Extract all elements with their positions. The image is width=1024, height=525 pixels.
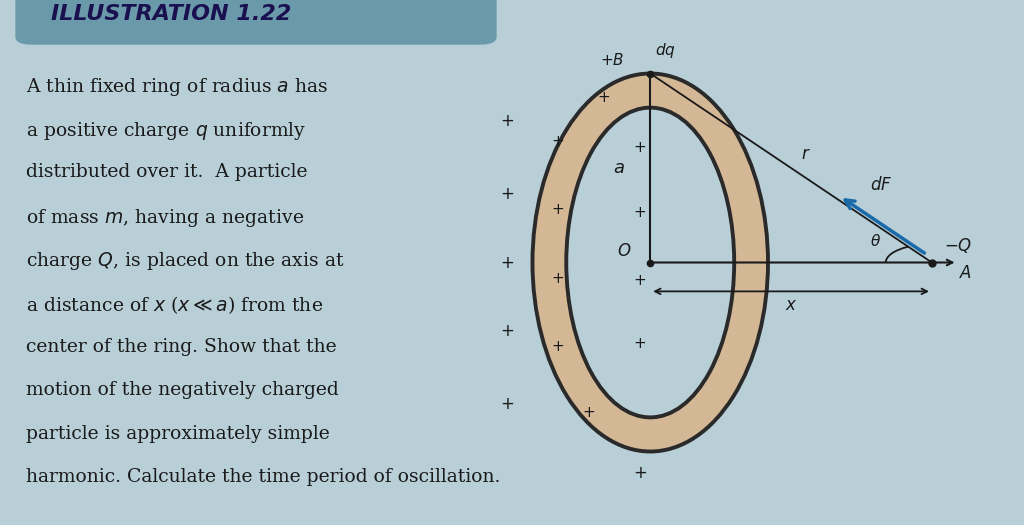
Text: +: + <box>634 274 646 288</box>
Text: A thin fixed ring of radius $a$ has: A thin fixed ring of radius $a$ has <box>26 76 328 98</box>
Text: +: + <box>552 134 564 149</box>
Text: $r$: $r$ <box>801 146 811 163</box>
Text: +: + <box>633 464 647 481</box>
Text: +: + <box>500 112 514 130</box>
Ellipse shape <box>532 74 768 452</box>
Text: +: + <box>634 205 646 220</box>
Text: $A$: $A$ <box>959 265 973 282</box>
Text: $a$: $a$ <box>612 159 625 177</box>
Text: charge $Q$, is placed on the axis at: charge $Q$, is placed on the axis at <box>26 250 344 272</box>
Text: particle is approximately simple: particle is approximately simple <box>26 425 330 443</box>
Text: $dF$: $dF$ <box>870 175 893 194</box>
Text: of mass $m$, having a negative: of mass $m$, having a negative <box>26 207 304 229</box>
Text: $+B$: $+B$ <box>600 52 625 68</box>
Text: +: + <box>634 140 646 154</box>
Text: $\theta$: $\theta$ <box>870 234 881 249</box>
Text: +: + <box>552 271 564 286</box>
Text: center of the ring. Show that the: center of the ring. Show that the <box>26 338 336 355</box>
Text: +: + <box>583 405 595 419</box>
Text: motion of the negatively charged: motion of the negatively charged <box>26 381 338 399</box>
Text: ILLUSTRATION 1.22: ILLUSTRATION 1.22 <box>51 4 292 25</box>
Text: +: + <box>634 337 646 351</box>
Text: $dq$: $dq$ <box>655 41 676 60</box>
Text: a positive charge $q$ uniformly: a positive charge $q$ uniformly <box>26 120 306 142</box>
Text: a distance of $x$ ($x\ll a$) from the: a distance of $x$ ($x\ll a$) from the <box>26 294 323 316</box>
Text: $x$: $x$ <box>784 297 798 313</box>
Text: +: + <box>552 203 564 217</box>
Ellipse shape <box>566 108 734 417</box>
Text: +: + <box>500 185 514 203</box>
Text: +: + <box>500 254 514 271</box>
Text: +: + <box>598 90 610 104</box>
Text: +: + <box>500 322 514 340</box>
Text: +: + <box>552 339 564 354</box>
Text: distributed over it.  A particle: distributed over it. A particle <box>26 163 307 181</box>
Text: +: + <box>500 395 514 413</box>
Text: harmonic. Calculate the time period of oscillation.: harmonic. Calculate the time period of o… <box>26 468 500 486</box>
Text: $O$: $O$ <box>617 243 632 260</box>
FancyBboxPatch shape <box>15 0 497 45</box>
Text: $-Q$: $-Q$ <box>944 236 973 255</box>
